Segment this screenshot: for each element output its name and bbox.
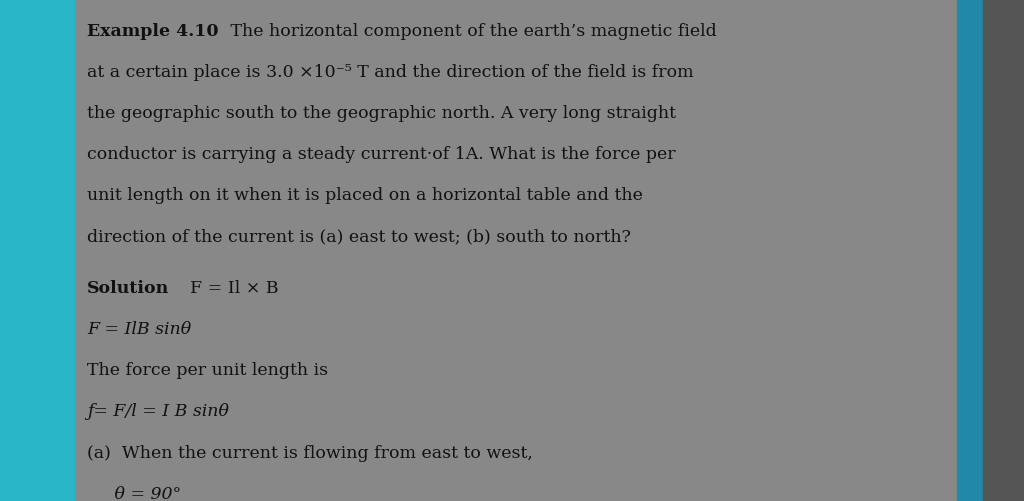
Text: direction of the current is (a) east to west; (b) south to north?: direction of the current is (a) east to … [87,228,631,245]
Text: The horizontal component of the earth’s magnetic field: The horizontal component of the earth’s … [225,23,717,40]
Text: F = IlB sinθ: F = IlB sinθ [87,320,191,337]
Text: Solution: Solution [87,279,169,296]
Text: F = Il × B: F = Il × B [179,279,279,296]
Text: unit length on it when it is placed on a horizontal table and the: unit length on it when it is placed on a… [87,187,643,204]
Bar [957,0,983,501]
Text: at a certain place is 3.0 ×10⁻⁵ T and the direction of the field is from: at a certain place is 3.0 ×10⁻⁵ T and th… [87,64,693,81]
Text: Example 4.10: Example 4.10 [87,23,219,40]
Text: the geographic south to the geographic north. A very long straight: the geographic south to the geographic n… [87,105,676,122]
Text: (a)  When the current is flowing from east to west,: (a) When the current is flowing from eas… [87,444,532,460]
Text: conductor is carrying a steady current·of 1A. What is the force per: conductor is carrying a steady current·o… [87,146,676,163]
Bar [0,0,74,501]
Text: θ = 90°: θ = 90° [87,484,181,501]
Text: ƒ= F/l = I B sinθ: ƒ= F/l = I B sinθ [87,402,229,419]
Text: The force per unit length is: The force per unit length is [87,361,328,378]
Bar [983,0,1024,501]
